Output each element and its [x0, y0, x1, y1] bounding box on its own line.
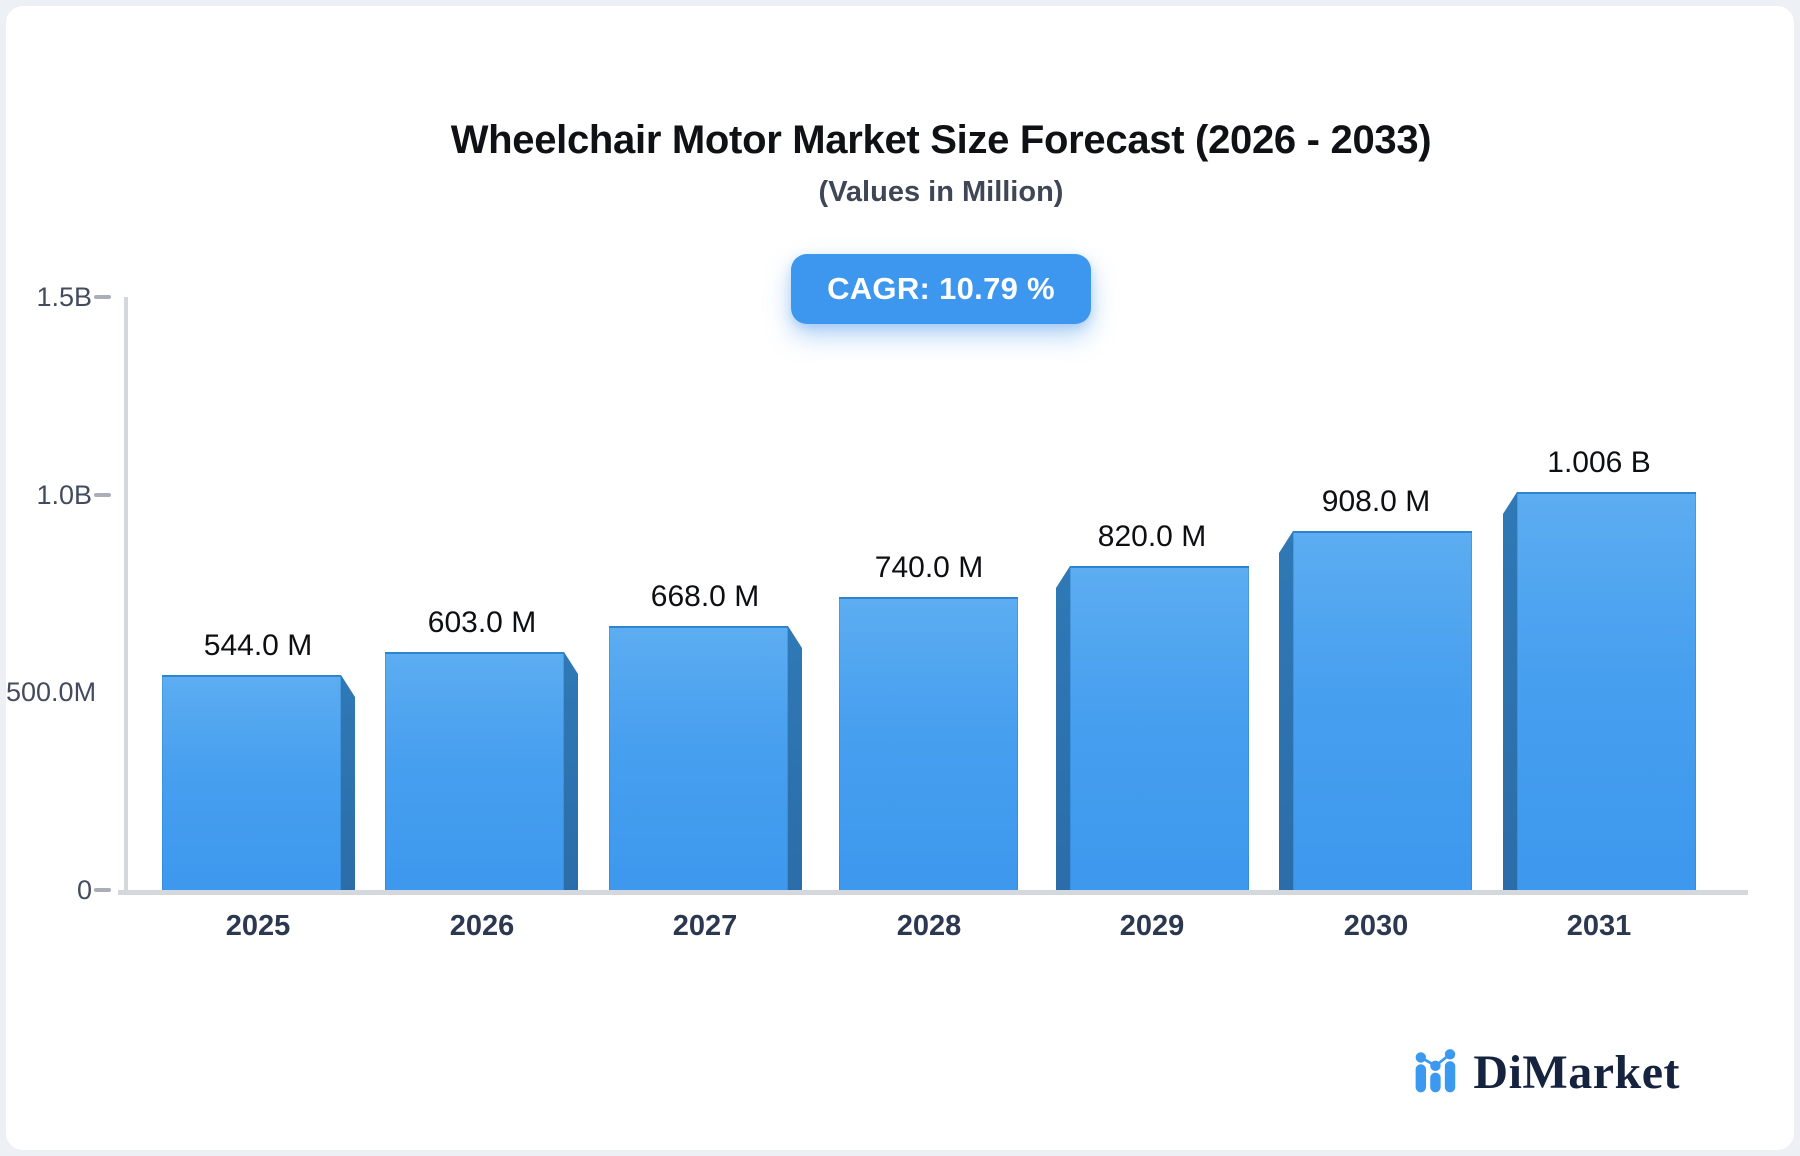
bar-face	[609, 626, 788, 890]
y-tick-dash-0	[94, 888, 111, 892]
bar-chart-plot: 1.5B 1.0B 500.0M 0 544.0 M 603.0 M 668.0 M 740…	[6, 6, 1794, 1150]
x-axis-label-2027: 2027	[672, 910, 738, 942]
x-axis-baseline	[118, 890, 1748, 895]
bar-side-3d	[1056, 566, 1070, 890]
logo-text: DiMarket	[1473, 1046, 1680, 1099]
bar-value-label-2028: 740.0 M	[874, 551, 984, 584]
y-tick-dash-1.5B	[94, 295, 111, 299]
chart-title: Wheelchair Motor Market Size Forecast (2…	[450, 118, 1432, 162]
x-axis-label-2030: 2030	[1343, 910, 1409, 942]
y-axis-line	[124, 297, 128, 892]
mini-bar-chart-icon	[1416, 1049, 1456, 1093]
bar-2026	[385, 652, 578, 890]
x-axis-label-2028: 2028	[896, 910, 962, 942]
bar-2031	[1503, 492, 1696, 890]
bar-value-label-2025: 544.0 M	[203, 629, 313, 662]
y-tick-label-1.5B: 1.5B	[36, 282, 92, 312]
x-axis-label-2029: 2029	[1119, 910, 1185, 942]
y-tick-label-0: 0	[76, 875, 92, 905]
bar-2027	[609, 626, 802, 890]
y-tick-label-1.0B: 1.0B	[36, 479, 92, 510]
bar-face	[1070, 566, 1249, 890]
bar-side-3d	[1279, 531, 1293, 890]
bar-face	[839, 597, 1018, 890]
x-axis-label-2025: 2025	[225, 910, 291, 942]
x-axis-label-2031: 2031	[1566, 910, 1632, 942]
chart-subtitle: (Values in Million)	[818, 176, 1064, 208]
x-axis-label-2026: 2026	[449, 910, 515, 942]
bar-2029	[1056, 566, 1249, 890]
bar-face	[1517, 492, 1696, 890]
bar-value-label-2029: 820.0 M	[1097, 520, 1207, 553]
cagr-badge-row: CAGR: 10.79 %	[126, 254, 1756, 324]
bar-side-3d	[341, 675, 355, 890]
bar-side-3d	[564, 652, 578, 890]
bar-value-label-2026: 603.0 M	[427, 606, 537, 639]
bar-side-3d	[1503, 492, 1517, 890]
bar-face	[385, 652, 564, 890]
cagr-badge: CAGR: 10.79 %	[791, 254, 1091, 324]
bar-value-label-2027: 668.0 M	[650, 580, 760, 613]
bar-side-3d	[788, 626, 802, 890]
y-tick-dash-1.0B	[94, 492, 111, 497]
bar-value-label-2031: 1.006 B	[1547, 446, 1651, 479]
bar-value-label-2030: 908.0 M	[1321, 485, 1431, 518]
chart-card: Wheelchair Motor Market Size Forecast (2…	[5, 5, 1795, 1151]
y-tick-label-500.0M: 500.0M	[6, 677, 97, 708]
bar-2030	[1279, 531, 1472, 890]
bar-2028	[839, 597, 1018, 890]
bar-2025	[162, 675, 355, 890]
dimarket-logo: DiMarket	[1413, 1045, 1680, 1100]
bar-face	[162, 675, 341, 890]
bar-face	[1293, 531, 1472, 890]
